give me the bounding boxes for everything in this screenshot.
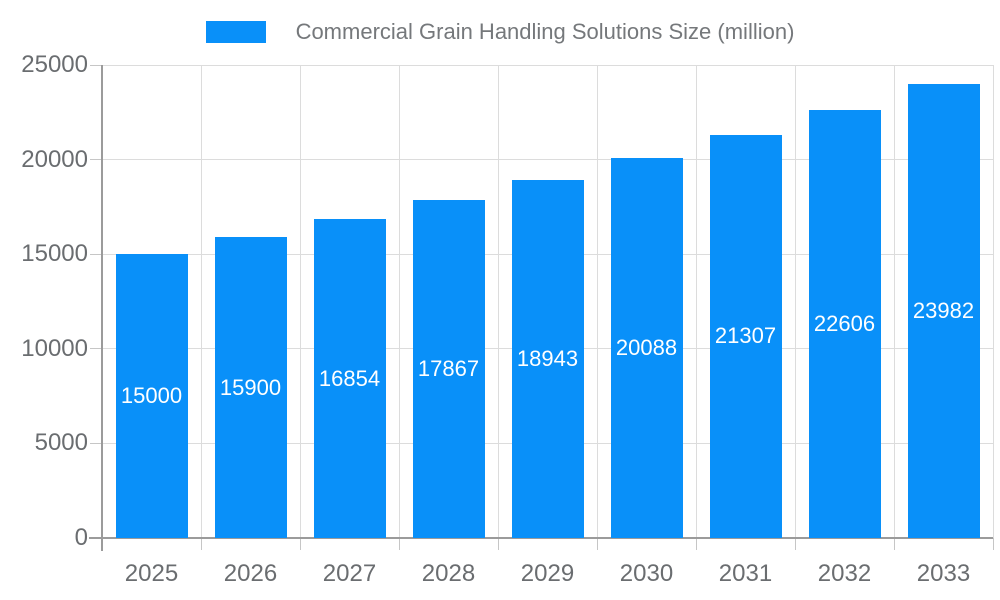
x-axis-tick-label: 2032	[817, 560, 872, 587]
y-axis-tick-label: 10000	[21, 334, 88, 362]
x-axis-tick-label: 2026	[223, 560, 278, 587]
y-tick-mark	[90, 64, 102, 66]
x-axis-tick-label: 2029	[520, 560, 575, 587]
x-tick-mark	[893, 538, 895, 550]
bar-value-label: 21307	[714, 323, 777, 349]
x-gridline	[992, 65, 994, 538]
y-gridline	[102, 159, 993, 161]
x-axis-tick-label: 2031	[718, 560, 773, 587]
legend-label: Commercial Grain Handling Solutions Size…	[295, 19, 795, 44]
x-axis-tick-label: 2028	[421, 560, 476, 587]
x-gridline	[596, 65, 598, 538]
y-axis-tick-label: 15000	[21, 240, 88, 268]
x-gridline	[497, 65, 499, 538]
bar[interactable]	[808, 110, 881, 538]
legend-swatch	[205, 21, 266, 43]
chart-legend[interactable]: Commercial Grain Handling Solutions Size…	[0, 18, 1000, 46]
x-axis-tick-label: 2025	[124, 560, 179, 587]
bar[interactable]	[610, 157, 683, 538]
x-tick-mark	[794, 538, 796, 550]
x-tick-mark	[992, 538, 994, 550]
x-axis-line	[89, 537, 993, 539]
bar[interactable]	[313, 219, 386, 538]
y-tick-mark	[90, 442, 102, 444]
x-gridline	[695, 65, 697, 538]
x-gridline	[299, 65, 301, 538]
x-axis-tick-label: 2033	[916, 560, 971, 587]
bar-value-label: 15900	[219, 374, 282, 400]
bar[interactable]	[511, 179, 584, 538]
y-gridline	[102, 64, 993, 66]
bar[interactable]	[214, 237, 287, 538]
y-axis-line	[101, 65, 103, 551]
x-gridline	[200, 65, 202, 538]
x-tick-mark	[596, 538, 598, 550]
y-tick-mark	[90, 348, 102, 350]
y-tick-mark	[90, 253, 102, 255]
bar[interactable]	[709, 134, 782, 538]
y-tick-mark	[90, 159, 102, 161]
x-tick-mark	[299, 538, 301, 550]
bar-value-label: 16854	[318, 365, 381, 391]
x-gridline	[893, 65, 895, 538]
bar-value-label: 17867	[417, 355, 480, 381]
x-tick-mark	[695, 538, 697, 550]
bar[interactable]	[907, 84, 980, 538]
x-tick-mark	[398, 538, 400, 550]
bar[interactable]	[115, 254, 188, 538]
x-tick-mark	[497, 538, 499, 550]
y-axis-tick-label: 0	[74, 524, 88, 551]
y-axis-tick-label: 5000	[34, 429, 88, 457]
x-gridline	[398, 65, 400, 538]
bar-value-label: 15000	[120, 383, 183, 409]
x-gridline	[794, 65, 796, 538]
bar-value-label: 22606	[813, 311, 876, 337]
y-axis-tick-label: 20000	[21, 145, 88, 173]
bar-value-label: 23982	[912, 298, 975, 324]
bar-value-label: 20088	[615, 334, 678, 360]
bar[interactable]	[412, 199, 485, 538]
bar-value-label: 18943	[516, 345, 579, 371]
x-axis-tick-label: 2030	[619, 560, 674, 587]
x-axis-tick-label: 2027	[322, 560, 377, 587]
y-axis-tick-label: 25000	[21, 51, 88, 78]
x-tick-mark	[200, 538, 202, 550]
